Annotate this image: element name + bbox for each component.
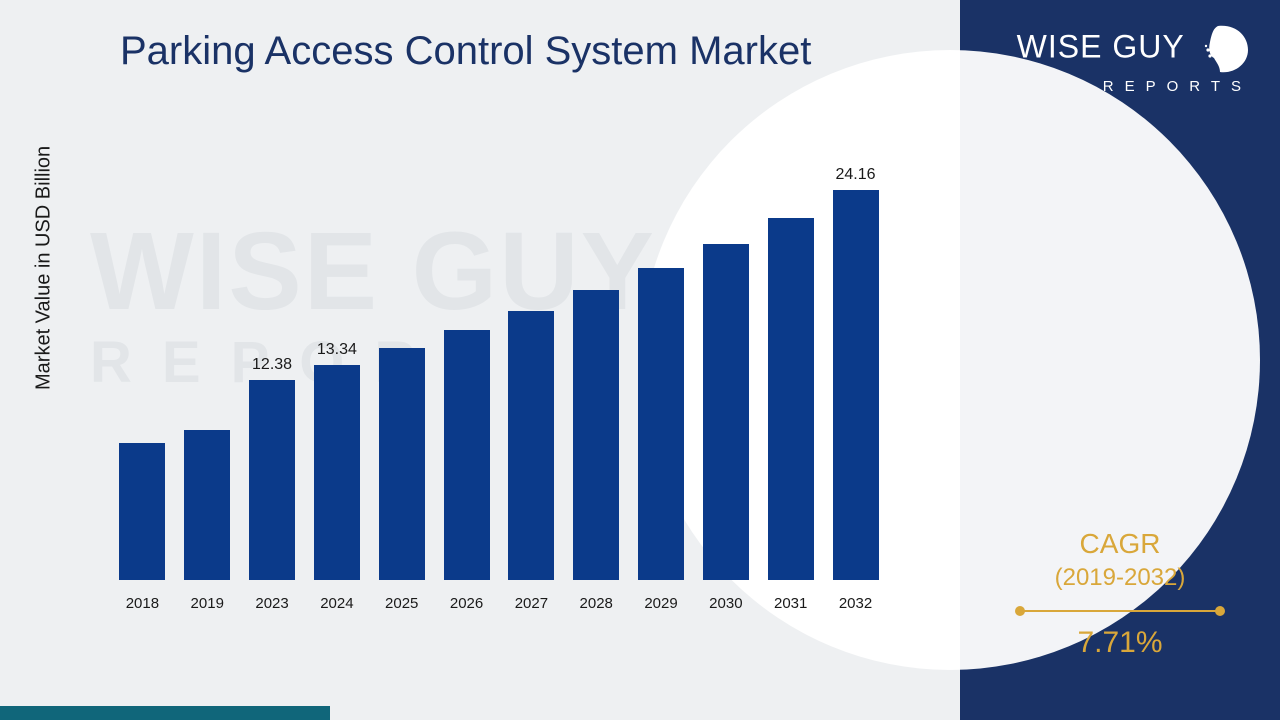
bar — [703, 244, 749, 580]
bar-col — [369, 348, 434, 580]
plot-area: 12.3813.3424.16 — [102, 160, 896, 580]
bar-col — [110, 443, 175, 580]
x-tick: 2028 — [564, 595, 629, 612]
bar — [508, 311, 554, 580]
bar-value-label: 12.38 — [252, 356, 292, 374]
bar — [833, 190, 879, 580]
chart-title: Parking Access Control System Market — [120, 28, 811, 74]
cagr-period: (2019-2032) — [1000, 564, 1240, 592]
x-tick: 2024 — [304, 595, 369, 612]
bar — [638, 268, 684, 580]
bar-col: 13.34 — [304, 365, 369, 580]
bar-col — [629, 268, 694, 580]
bar — [119, 443, 165, 580]
bar — [573, 290, 619, 580]
bar-value-label: 24.16 — [835, 166, 875, 184]
bottom-accent-bar — [0, 706, 330, 720]
bar — [184, 430, 230, 580]
bar-col — [499, 311, 564, 580]
cagr-value: 7.71% — [1000, 626, 1240, 660]
bar-col — [693, 244, 758, 580]
bar — [768, 218, 814, 580]
cagr-block: CAGR (2019-2032) 7.71% — [1000, 528, 1240, 660]
x-tick: 2023 — [240, 595, 305, 612]
chart-container: Market Value in USD Billion 12.3813.3424… — [56, 160, 896, 620]
x-tick: 2031 — [758, 595, 823, 612]
bar-col: 24.16 — [823, 190, 888, 580]
x-tick: 2032 — [823, 595, 888, 612]
cagr-divider — [1020, 610, 1220, 612]
bar-col — [758, 218, 823, 580]
bar-value-label: 13.34 — [317, 341, 357, 359]
x-tick: 2026 — [434, 595, 499, 612]
y-axis-label: Market Value in USD Billion — [33, 146, 56, 390]
x-tick: 2027 — [499, 595, 564, 612]
x-tick: 2019 — [175, 595, 240, 612]
head-icon — [1198, 22, 1252, 76]
bar-col — [564, 290, 629, 580]
bar-col — [434, 330, 499, 580]
logo-brand-text: WISE GUY — [1017, 28, 1184, 64]
x-tick: 2018 — [110, 595, 175, 612]
bar — [379, 348, 425, 580]
bar — [444, 330, 490, 580]
logo-sub-text: REPORTS — [1017, 78, 1252, 95]
x-tick: 2029 — [629, 595, 694, 612]
bar-col — [175, 430, 240, 580]
cagr-title: CAGR — [1000, 528, 1240, 560]
bar — [314, 365, 360, 580]
bar-col: 12.38 — [240, 380, 305, 580]
brand-logo: WISE GUY REPORTS — [1017, 22, 1252, 95]
bar — [249, 380, 295, 580]
x-tick: 2030 — [693, 595, 758, 612]
x-tick: 2025 — [369, 595, 434, 612]
